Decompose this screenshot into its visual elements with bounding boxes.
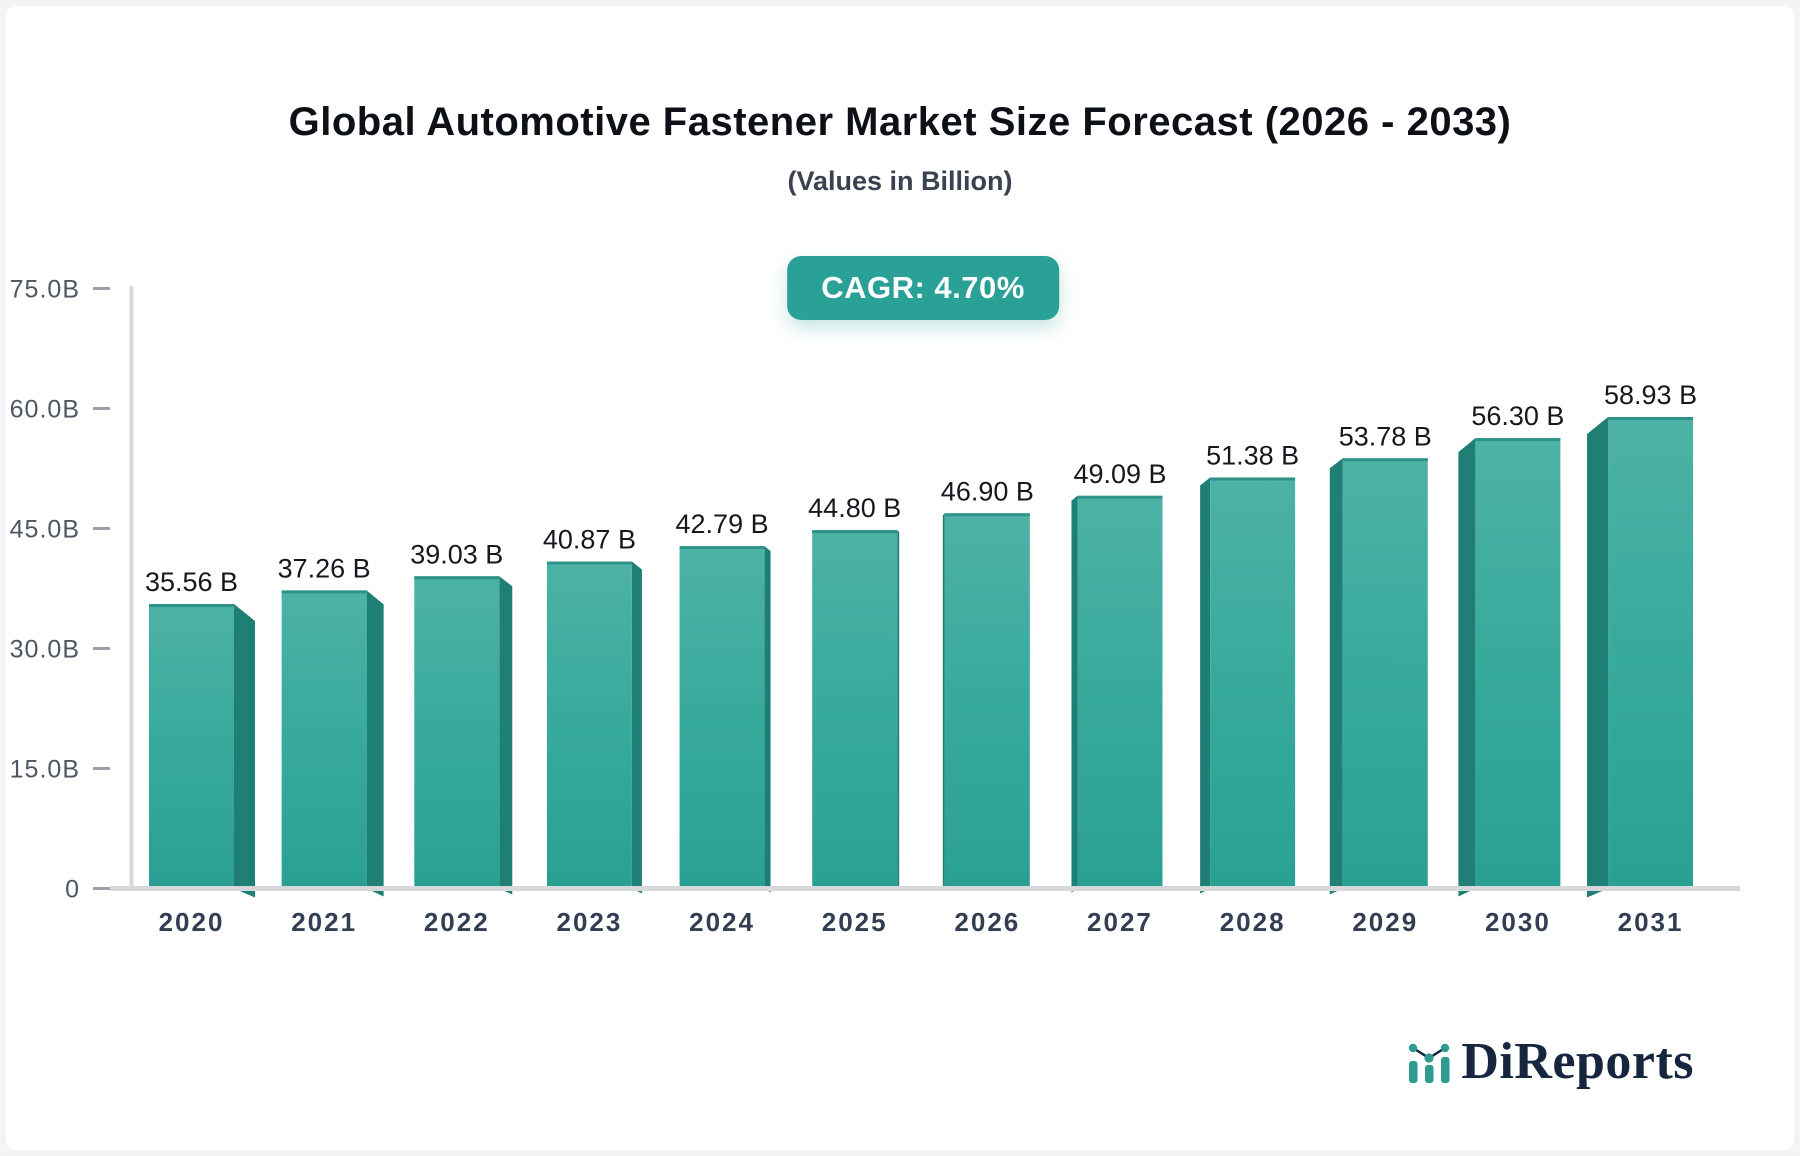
y-tick-label-15.0B: 15.0B [10, 756, 80, 784]
bar-2023 [546, 561, 632, 889]
bar-side-2020 [234, 604, 255, 898]
x-label-2028: 2028 [1220, 907, 1286, 937]
bar-side-2030 [1458, 438, 1476, 897]
value-label-2031: 58.93 B [1604, 380, 1697, 410]
direports-logo-text: DiReports [1461, 1033, 1694, 1090]
value-label-2024: 42.79 B [676, 509, 769, 539]
bar-2028 [1210, 477, 1296, 889]
bar-2027 [1077, 495, 1163, 889]
y-tick-label-75.0B: 75.0B [10, 276, 80, 304]
value-label-2026: 46.90 B [941, 476, 1034, 506]
direports-logo: DiReports [1404, 1036, 1694, 1088]
value-label-2023: 40.87 B [543, 525, 636, 555]
bar-2020 [149, 604, 234, 889]
value-label-2022: 39.03 B [410, 539, 503, 569]
x-label-2026: 2026 [954, 907, 1020, 937]
cagr-badge: CAGR: 4.70% [787, 256, 1059, 320]
x-label-2022: 2022 [424, 907, 490, 937]
y-tick-label-0: 0 [65, 876, 80, 904]
bar-2025 [812, 530, 898, 889]
bar-2024 [679, 546, 765, 889]
value-label-2021: 37.26 B [278, 553, 371, 583]
bar-2029 [1342, 458, 1428, 889]
x-label-2029: 2029 [1352, 907, 1418, 937]
value-label-2030: 56.30 B [1471, 401, 1564, 431]
bar-side-2022 [499, 576, 513, 895]
bar-side-2023 [631, 561, 642, 894]
value-label-2020: 35.56 B [145, 567, 238, 597]
bar-2021 [281, 590, 367, 889]
bar-side-2025 [897, 530, 900, 890]
x-label-2023: 2023 [556, 907, 622, 937]
x-label-2030: 2030 [1485, 907, 1551, 937]
y-tick-label-60.0B: 60.0B [10, 396, 80, 424]
bar-side-2029 [1329, 458, 1343, 895]
chart-subtitle: (Values in Billion) [787, 166, 1013, 196]
x-label-2021: 2021 [291, 907, 357, 937]
value-label-2028: 51.38 B [1206, 440, 1299, 470]
value-label-2027: 49.09 B [1073, 459, 1166, 489]
x-label-2025: 2025 [822, 907, 888, 937]
bar-side-2028 [1200, 477, 1211, 894]
value-label-2025: 44.80 B [808, 493, 901, 523]
x-label-2020: 2020 [159, 907, 225, 937]
y-tick-label-30.0B: 30.0B [10, 636, 80, 664]
bar-2022 [414, 576, 500, 889]
y-tick-label-45.0B: 45.0B [10, 516, 80, 544]
chart-title: Global Automotive Fastener Market Size F… [288, 100, 1512, 144]
bar-side-2024 [764, 546, 771, 893]
direports-logo-icon [1409, 1043, 1450, 1083]
x-label-2024: 2024 [689, 907, 755, 937]
bar-side-2031 [1587, 417, 1609, 898]
bar-side-2021 [366, 590, 384, 897]
bar-side-2027 [1071, 495, 1078, 893]
x-label-2031: 2031 [1618, 907, 1684, 937]
bar-2030 [1475, 438, 1561, 889]
bar-2026 [944, 513, 1030, 889]
bar-2031 [1608, 417, 1694, 889]
value-label-2029: 53.78 B [1339, 421, 1432, 451]
bar-side-2026 [942, 513, 945, 890]
x-label-2027: 2027 [1087, 907, 1153, 937]
